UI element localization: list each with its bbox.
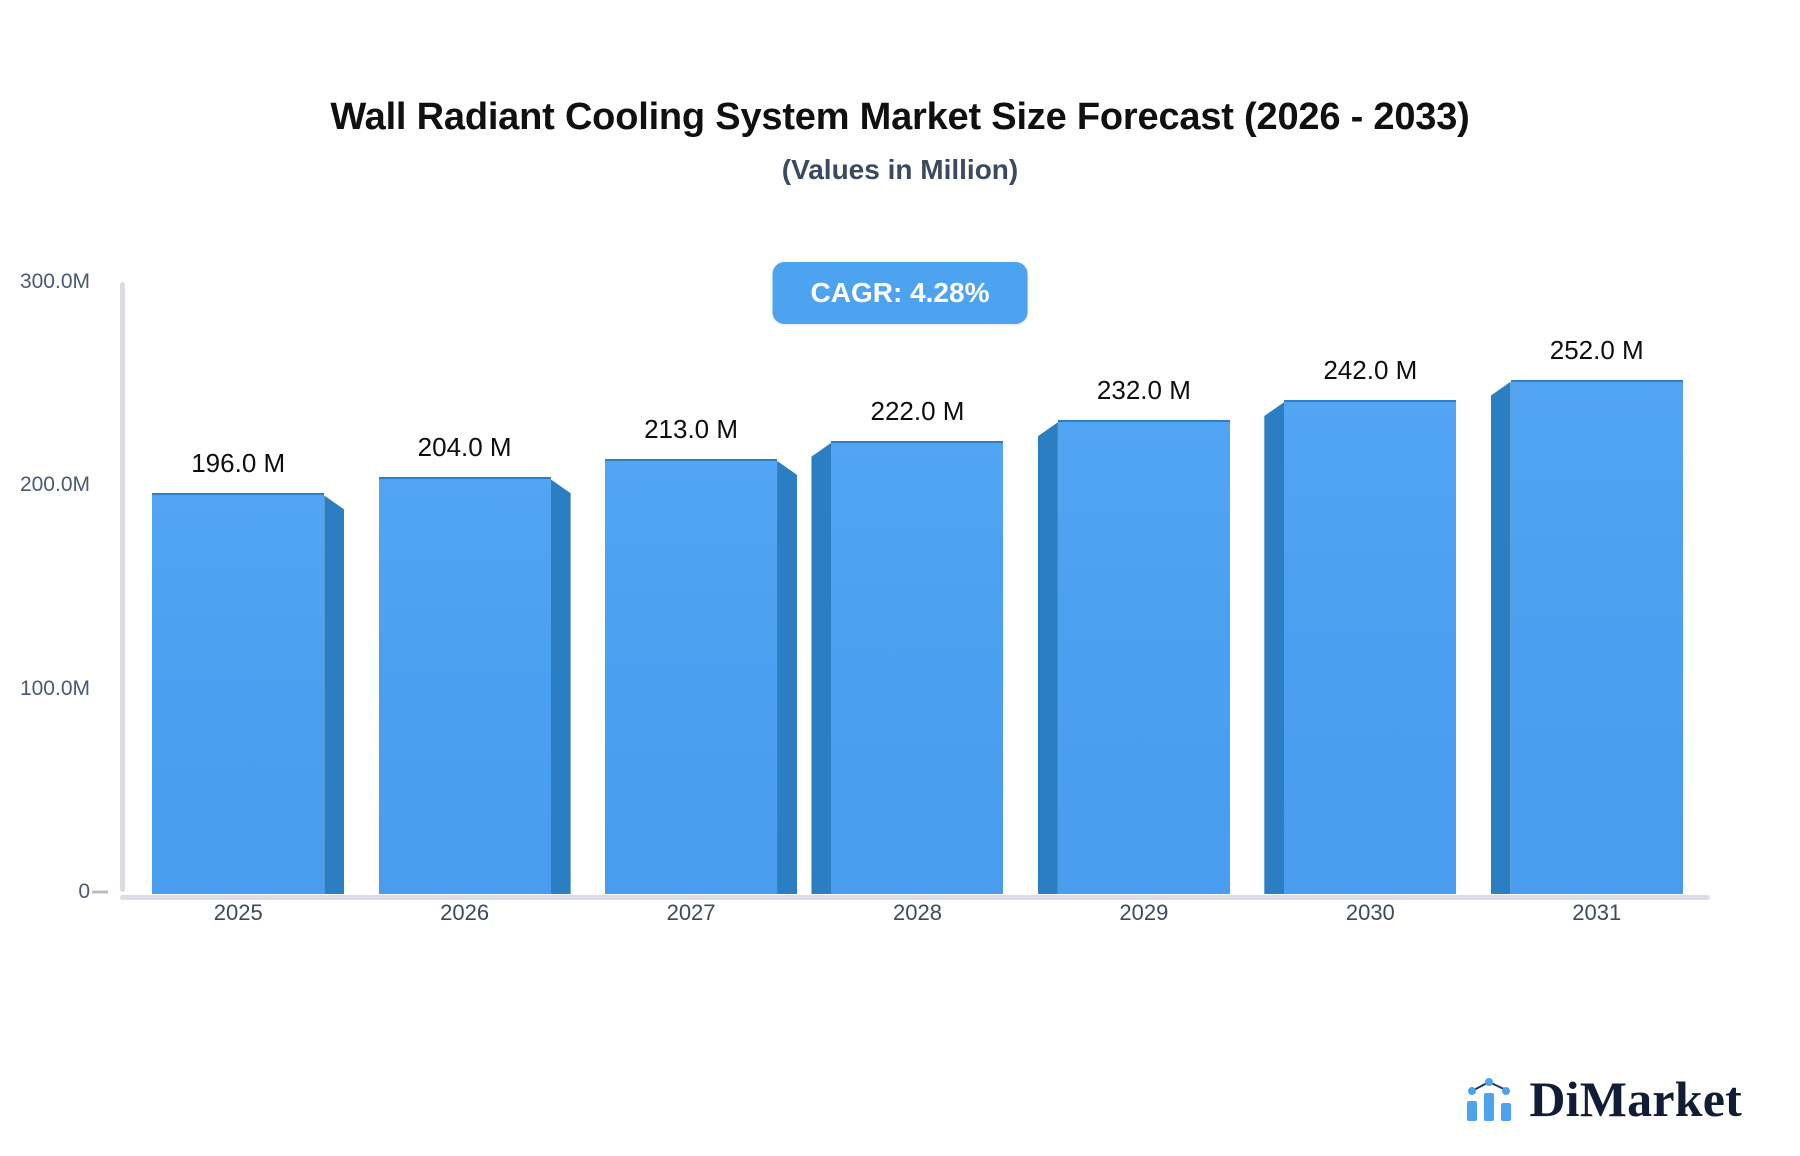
chart-subtitle: (Values in Million) bbox=[781, 153, 1019, 185]
logo-text: DiMarket bbox=[1529, 1071, 1742, 1127]
x-axis-tick-label: 2025 bbox=[213, 900, 263, 925]
y-axis-line bbox=[120, 282, 125, 892]
bar-value-label: 252.0 M bbox=[1549, 334, 1644, 365]
bar-side-right bbox=[550, 479, 571, 894]
bar-front-face bbox=[1037, 420, 1230, 894]
bar-value-label: 204.0 M bbox=[417, 432, 512, 463]
bar[interactable]: 252.0 M bbox=[1490, 335, 1683, 894]
bar-slot: 222.0 M bbox=[804, 282, 1030, 894]
bar-front-face bbox=[1490, 379, 1683, 894]
bar-side-left bbox=[1490, 381, 1511, 894]
x-axis-tick-label: 2026 bbox=[440, 900, 490, 925]
x-axis-tick-label: 2030 bbox=[1345, 900, 1395, 925]
dimarket-logo: DiMarket bbox=[1465, 1074, 1742, 1124]
y-axis-tick-label: 200.0M bbox=[19, 473, 90, 497]
x-axis-tick-labels: 2025 2026 2027 2028 2029 2030 2031 bbox=[125, 900, 1710, 926]
bar-side-left bbox=[1264, 401, 1285, 894]
bar-front-face bbox=[605, 458, 798, 894]
y-axis-tick-labels: 300.0M 200.0M 100.0M 0 bbox=[0, 270, 108, 903]
bar[interactable]: 204.0 M bbox=[378, 432, 571, 894]
x-axis-line bbox=[120, 895, 1710, 900]
bar-side-right bbox=[777, 460, 798, 894]
bar-front-face bbox=[811, 440, 1004, 894]
bar-slot: 213.0 M bbox=[578, 282, 804, 894]
bar-side-left bbox=[811, 442, 832, 894]
bar-slot: 252.0 M bbox=[1484, 282, 1710, 894]
cagr-badge: CAGR: 4.28% bbox=[772, 262, 1028, 324]
bar[interactable]: 222.0 M bbox=[811, 396, 1004, 894]
bar-series: 196.0 M 204.0 M 213.0 M 222.0 M 232.0 M 242.0… bbox=[125, 282, 1710, 894]
bar-slot: 242.0 M bbox=[1257, 282, 1483, 894]
bar[interactable]: 196.0 M bbox=[152, 448, 345, 894]
x-axis-tick-label: 2029 bbox=[1119, 900, 1169, 925]
bar-slot: 196.0 M bbox=[125, 282, 351, 894]
y-axis-tick-label: 300.0M bbox=[19, 270, 90, 293]
title-block: Wall Radiant Cooling System Market Size … bbox=[0, 96, 1800, 186]
x-axis-tick-label: 2028 bbox=[893, 900, 942, 925]
bar-slot: 204.0 M bbox=[351, 282, 577, 894]
bar-front-face bbox=[152, 493, 345, 894]
x-axis-tick-label: 2031 bbox=[1572, 900, 1622, 925]
y-axis-tick-label: 100.0M bbox=[19, 676, 90, 700]
bar-front-face bbox=[1264, 399, 1457, 894]
plot-area: 300.0M 200.0M 100.0M 0 196.0 M 204.0 M 213.0 … bbox=[20, 270, 1710, 903]
bar-value-label: 222.0 M bbox=[870, 395, 965, 426]
bar-value-label: 213.0 M bbox=[644, 413, 739, 444]
chart-title: Wall Radiant Cooling System Market Size … bbox=[330, 96, 1470, 138]
bar-value-label: 232.0 M bbox=[1096, 375, 1191, 406]
y-axis-tick-mark bbox=[92, 890, 108, 894]
x-axis-tick-label: 2027 bbox=[666, 900, 716, 925]
bar[interactable]: 242.0 M bbox=[1264, 355, 1457, 894]
bar-value-label: 196.0 M bbox=[191, 448, 286, 479]
bar-slot: 232.0 M bbox=[1031, 282, 1257, 894]
bar-side-left bbox=[1037, 422, 1058, 894]
y-axis-tick-label: 0 bbox=[78, 880, 90, 903]
bar-front-face bbox=[378, 477, 571, 894]
bar-side-right bbox=[324, 495, 345, 894]
bar[interactable]: 213.0 M bbox=[605, 414, 798, 894]
bar-value-label: 242.0 M bbox=[1323, 354, 1418, 385]
bar-chart-icon bbox=[1465, 1075, 1515, 1123]
bar[interactable]: 232.0 M bbox=[1037, 375, 1230, 894]
